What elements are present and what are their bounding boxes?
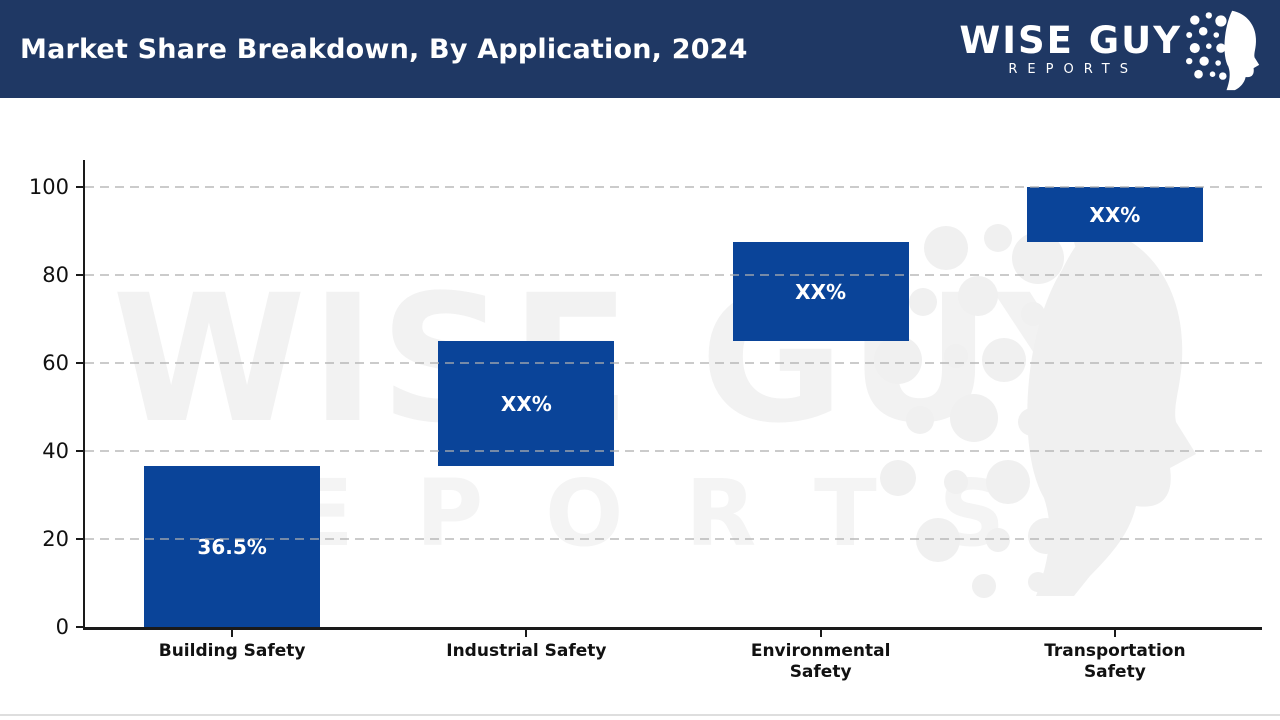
bar-value-label: XX%: [795, 279, 847, 304]
x-category-label-line: Building Safety: [158, 641, 306, 661]
bar-environmental-safety: XX%: [732, 242, 909, 341]
gridline: [85, 186, 1262, 188]
gridline: [85, 362, 1262, 364]
x-category-label-line: Industrial Safety: [446, 641, 607, 661]
y-tick-label: 0: [55, 615, 69, 639]
wiseguy-logo: WISE GUY REPORTS: [959, 7, 1262, 91]
y-tick-label: 60: [42, 351, 69, 375]
bar-building-safety: 36.5%: [144, 466, 321, 627]
x-category-label-line: Transportation: [1044, 641, 1186, 661]
y-tick-mark: [76, 274, 83, 276]
gridline: [85, 274, 1262, 276]
page-title: Market Share Breakdown, By Application, …: [20, 33, 748, 65]
gridline: [85, 538, 1262, 540]
y-tick-label: 80: [42, 263, 69, 287]
bar-value-label: XX%: [1089, 202, 1141, 227]
y-tick-mark: [76, 538, 83, 540]
bar-industrial-safety: XX%: [438, 341, 615, 467]
x-tick-mark: [231, 630, 234, 637]
x-tick-mark: [1113, 630, 1116, 637]
header: Market Share Breakdown, By Application, …: [0, 0, 1280, 98]
x-category-label-line: Safety: [789, 661, 852, 682]
logo-line1: WISE GUY: [959, 18, 1182, 62]
x-tick-mark: [819, 630, 822, 637]
gridline: [85, 450, 1262, 452]
logo-line2: REPORTS: [1008, 61, 1138, 77]
y-tick-label: 40: [42, 439, 69, 463]
x-axis: [83, 627, 1262, 630]
bottom-divider: [0, 714, 1280, 716]
bar-value-label: XX%: [500, 391, 552, 416]
x-category-label: Building Safety: [159, 641, 306, 662]
y-tick-mark: [76, 186, 83, 188]
y-tick-mark: [76, 450, 83, 452]
x-category-label: Industrial Safety: [446, 641, 606, 662]
y-axis: [83, 160, 85, 630]
x-category-label: Transportation Safety: [1044, 641, 1185, 682]
x-category-label-line: Environmental: [750, 641, 891, 661]
logo-wordmark: WISE GUY REPORTS: [959, 22, 1182, 77]
x-category-label: Environmental Safety: [751, 641, 891, 682]
y-tick-label: 100: [28, 175, 69, 199]
x-category-label-line: Safety: [1083, 661, 1146, 682]
x-tick-mark: [525, 630, 528, 637]
y-tick-mark: [76, 626, 83, 628]
logo-head-icon: [1186, 10, 1260, 91]
y-tick-mark: [76, 362, 83, 364]
y-tick-label: 20: [42, 527, 69, 551]
bar-transportation-safety: XX%: [1026, 187, 1203, 242]
